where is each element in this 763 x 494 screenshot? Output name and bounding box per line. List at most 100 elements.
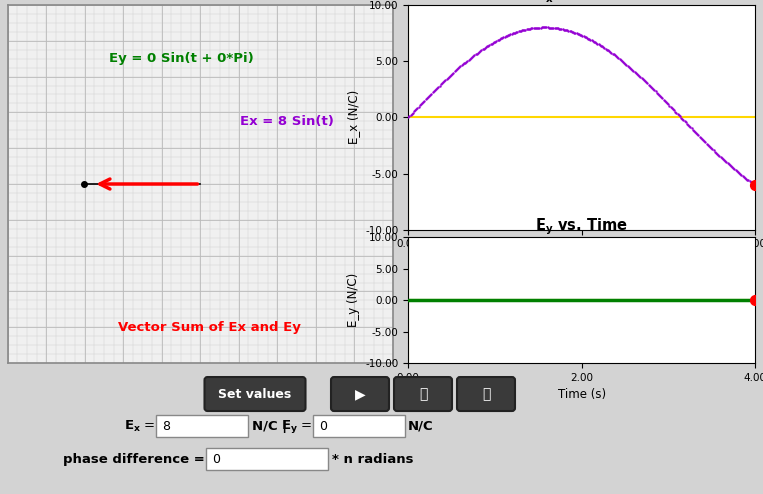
Point [675, 114, 687, 122]
Point [469, 50, 481, 58]
Point [546, 24, 559, 32]
FancyBboxPatch shape [313, 415, 405, 437]
Point [485, 40, 497, 48]
Point [474, 47, 486, 55]
Point [667, 105, 679, 113]
Point [642, 81, 655, 88]
FancyBboxPatch shape [204, 377, 305, 411]
Point [564, 27, 576, 35]
Point [562, 27, 575, 35]
Point [587, 37, 599, 45]
Point [453, 63, 465, 71]
Point [413, 103, 425, 111]
Point [603, 47, 615, 55]
Point [691, 130, 703, 138]
Point [636, 74, 648, 82]
Point [529, 24, 541, 32]
Point [626, 66, 639, 74]
FancyBboxPatch shape [394, 377, 452, 411]
Point [749, 181, 761, 189]
Point [418, 97, 430, 105]
Point [681, 120, 693, 127]
Point [668, 106, 680, 114]
Point [736, 172, 749, 180]
Point [673, 111, 685, 119]
Point [498, 33, 510, 41]
Point [427, 88, 439, 96]
Y-axis label: E_y (N/C): E_y (N/C) [346, 273, 359, 327]
Point [423, 92, 435, 100]
Point [513, 28, 525, 36]
Point [476, 45, 488, 53]
Point [727, 165, 739, 172]
Point [442, 74, 454, 82]
Point [537, 24, 549, 32]
Point [517, 26, 530, 34]
Point [738, 173, 750, 181]
Point [431, 84, 443, 92]
Point [578, 33, 590, 41]
Point [702, 141, 714, 149]
Point [660, 98, 672, 106]
Point [459, 59, 472, 67]
Point [538, 24, 550, 32]
Point [685, 124, 697, 132]
Point [674, 112, 686, 120]
Point [710, 149, 722, 157]
FancyBboxPatch shape [331, 377, 389, 411]
Point [526, 24, 539, 32]
Point [462, 56, 475, 64]
Point [595, 42, 607, 50]
Point [566, 28, 578, 36]
Point [629, 68, 641, 76]
Point [560, 26, 572, 34]
Point [719, 157, 731, 165]
Point [559, 26, 571, 34]
Point [580, 34, 592, 41]
Point [473, 48, 485, 56]
Point [482, 41, 494, 49]
Point [665, 104, 678, 112]
Point [551, 24, 563, 32]
Point [714, 153, 726, 161]
Point [554, 25, 566, 33]
Point [443, 73, 455, 81]
Text: Vector Sum of Ex and Ey: Vector Sum of Ex and Ey [118, 321, 301, 334]
Point [446, 70, 459, 78]
Point [447, 69, 459, 77]
Point [713, 152, 726, 160]
Point [542, 24, 555, 32]
Point [733, 169, 745, 177]
Point [578, 33, 591, 41]
Point [496, 34, 508, 42]
Point [582, 35, 594, 42]
Point [510, 28, 523, 36]
Text: N/C |: N/C | [252, 419, 291, 433]
Point [739, 174, 751, 182]
Point [740, 175, 752, 183]
Text: $\mathbf{E_y}$ =: $\mathbf{E_y}$ = [281, 417, 312, 435]
Point [534, 24, 546, 32]
Point [525, 25, 537, 33]
Point [452, 64, 464, 72]
Point [749, 296, 761, 304]
Title: $\mathbf{E_x}$ vs. Time: $\mathbf{E_x}$ vs. Time [536, 0, 628, 5]
Point [549, 24, 562, 32]
Point [604, 48, 617, 56]
Point [736, 171, 748, 179]
Text: Ey = 0 Sin(t + 0*Pi): Ey = 0 Sin(t + 0*Pi) [108, 52, 253, 65]
FancyBboxPatch shape [156, 415, 248, 437]
Point [591, 40, 604, 47]
Point [707, 146, 720, 154]
Point [524, 25, 536, 33]
Point [707, 145, 719, 153]
Point [491, 37, 503, 45]
Point [617, 58, 629, 66]
Point [454, 62, 466, 70]
Point [511, 28, 523, 36]
Point [435, 81, 447, 88]
Point [494, 35, 506, 43]
Point [545, 24, 557, 32]
Point [594, 41, 606, 49]
Point [504, 30, 517, 38]
